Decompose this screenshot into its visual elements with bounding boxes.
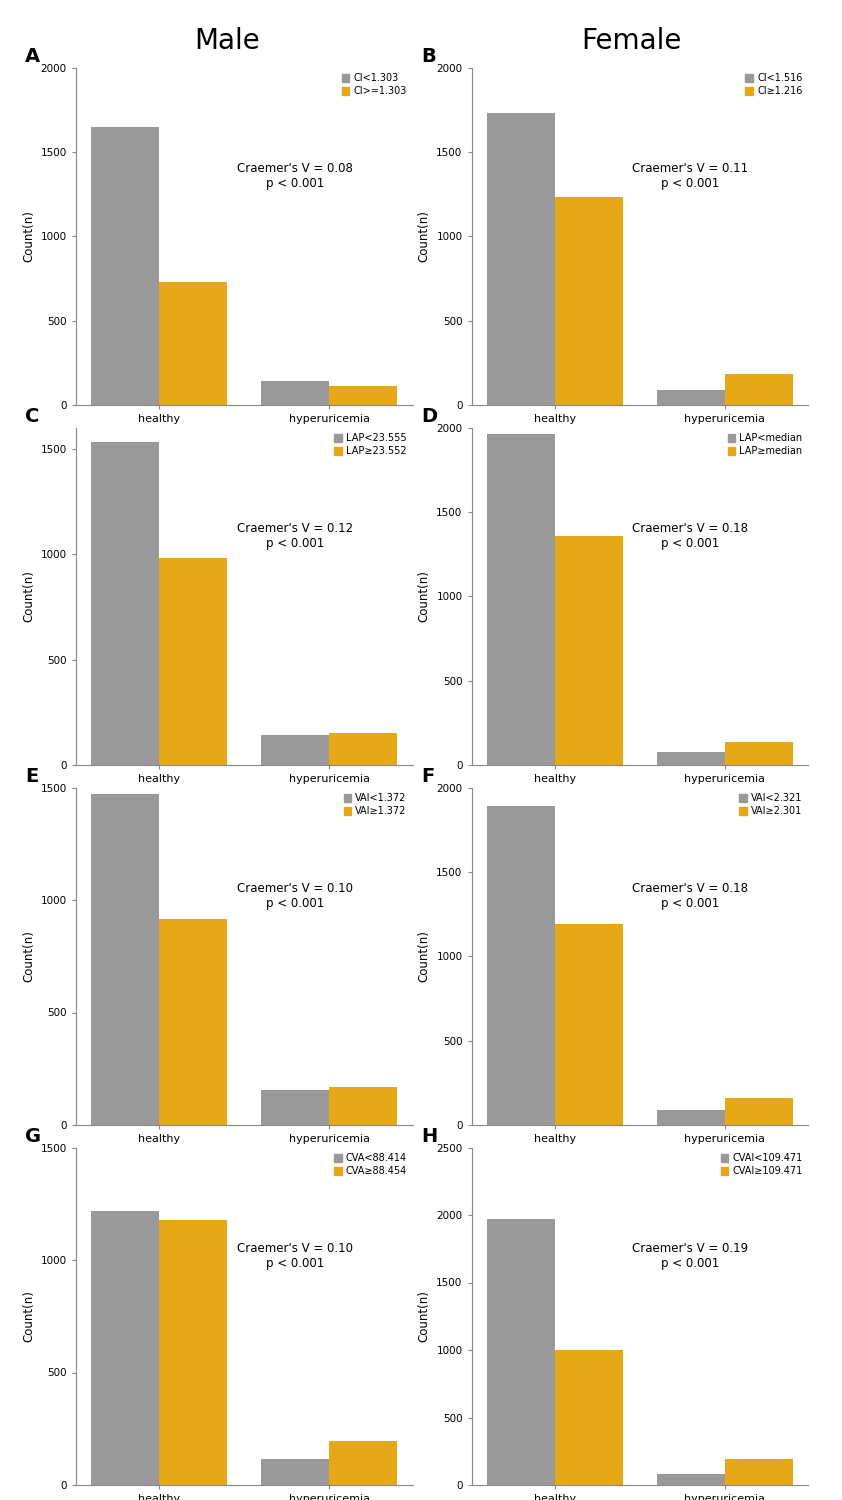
Bar — [725, 1458, 793, 1485]
Text: E: E — [25, 768, 39, 786]
Text: Craemer's V = 0.11
p < 0.001: Craemer's V = 0.11 p < 0.001 — [632, 162, 749, 189]
Bar — [555, 1350, 623, 1485]
Legend: VAI<2.321, VAI≥2.301: VAI<2.321, VAI≥2.301 — [737, 790, 806, 819]
Text: Craemer's V = 0.19
p < 0.001: Craemer's V = 0.19 p < 0.001 — [632, 1242, 749, 1269]
Bar — [159, 558, 227, 765]
Text: Craemer's V = 0.10
p < 0.001: Craemer's V = 0.10 p < 0.001 — [237, 882, 353, 909]
Y-axis label: Count(n): Count(n) — [22, 1290, 35, 1342]
Bar — [91, 442, 159, 765]
Bar — [261, 735, 329, 765]
Bar — [91, 795, 159, 1125]
Bar — [657, 1110, 725, 1125]
Bar — [261, 1090, 329, 1125]
Text: F: F — [421, 768, 434, 786]
Bar — [329, 1442, 397, 1485]
Text: Female: Female — [581, 27, 682, 56]
Y-axis label: Count(n): Count(n) — [22, 210, 35, 262]
Text: Craemer's V = 0.10
p < 0.001: Craemer's V = 0.10 p < 0.001 — [237, 1242, 353, 1269]
Legend: CI<1.303, CI>=1.303: CI<1.303, CI>=1.303 — [338, 70, 410, 99]
Text: Craemer's V = 0.08
p < 0.001: Craemer's V = 0.08 p < 0.001 — [237, 162, 353, 189]
Bar — [487, 806, 555, 1125]
Bar — [487, 1220, 555, 1485]
Bar — [159, 1220, 227, 1485]
Y-axis label: Count(n): Count(n) — [418, 1290, 431, 1342]
Text: Craemer's V = 0.18
p < 0.001: Craemer's V = 0.18 p < 0.001 — [632, 522, 749, 549]
Bar — [725, 374, 793, 405]
Bar — [261, 1460, 329, 1485]
Text: D: D — [421, 408, 437, 426]
Text: H: H — [421, 1128, 437, 1146]
Text: Craemer's V = 0.18
p < 0.001: Craemer's V = 0.18 p < 0.001 — [632, 882, 749, 909]
Bar — [555, 536, 623, 765]
Bar — [261, 381, 329, 405]
Bar — [91, 126, 159, 405]
Bar — [159, 282, 227, 405]
Bar — [329, 386, 397, 405]
Bar — [725, 1098, 793, 1125]
Bar — [159, 920, 227, 1125]
Y-axis label: Count(n): Count(n) — [418, 570, 431, 622]
Y-axis label: Count(n): Count(n) — [22, 570, 35, 622]
Legend: LAP<23.555, LAP≥23.552: LAP<23.555, LAP≥23.552 — [332, 430, 410, 459]
Y-axis label: Count(n): Count(n) — [22, 930, 35, 982]
Bar — [329, 734, 397, 765]
Text: G: G — [25, 1128, 41, 1146]
Y-axis label: Count(n): Count(n) — [418, 930, 431, 982]
Text: C: C — [25, 408, 40, 426]
Bar — [555, 198, 623, 405]
Bar — [555, 924, 623, 1125]
Bar — [725, 742, 793, 765]
Legend: VAI<1.372, VAI≥1.372: VAI<1.372, VAI≥1.372 — [341, 790, 410, 819]
Legend: LAP<median, LAP≥median: LAP<median, LAP≥median — [725, 430, 806, 459]
Y-axis label: Count(n): Count(n) — [418, 210, 431, 262]
Bar — [657, 753, 725, 765]
Bar — [487, 435, 555, 765]
Legend: CVAI<109.471, CVAI≥109.471: CVAI<109.471, CVAI≥109.471 — [717, 1150, 806, 1179]
Legend: CI<1.516, CI≥1.216: CI<1.516, CI≥1.216 — [743, 70, 806, 99]
Text: A: A — [25, 48, 40, 66]
Text: B: B — [421, 48, 436, 66]
Legend: CVA<88.414, CVA≥88.454: CVA<88.414, CVA≥88.454 — [331, 1150, 410, 1179]
Bar — [657, 1473, 725, 1485]
Text: Craemer's V = 0.12
p < 0.001: Craemer's V = 0.12 p < 0.001 — [237, 522, 353, 549]
Text: Male: Male — [195, 27, 260, 56]
Bar — [329, 1086, 397, 1125]
Bar — [657, 390, 725, 405]
Bar — [487, 112, 555, 405]
Bar — [91, 1210, 159, 1485]
